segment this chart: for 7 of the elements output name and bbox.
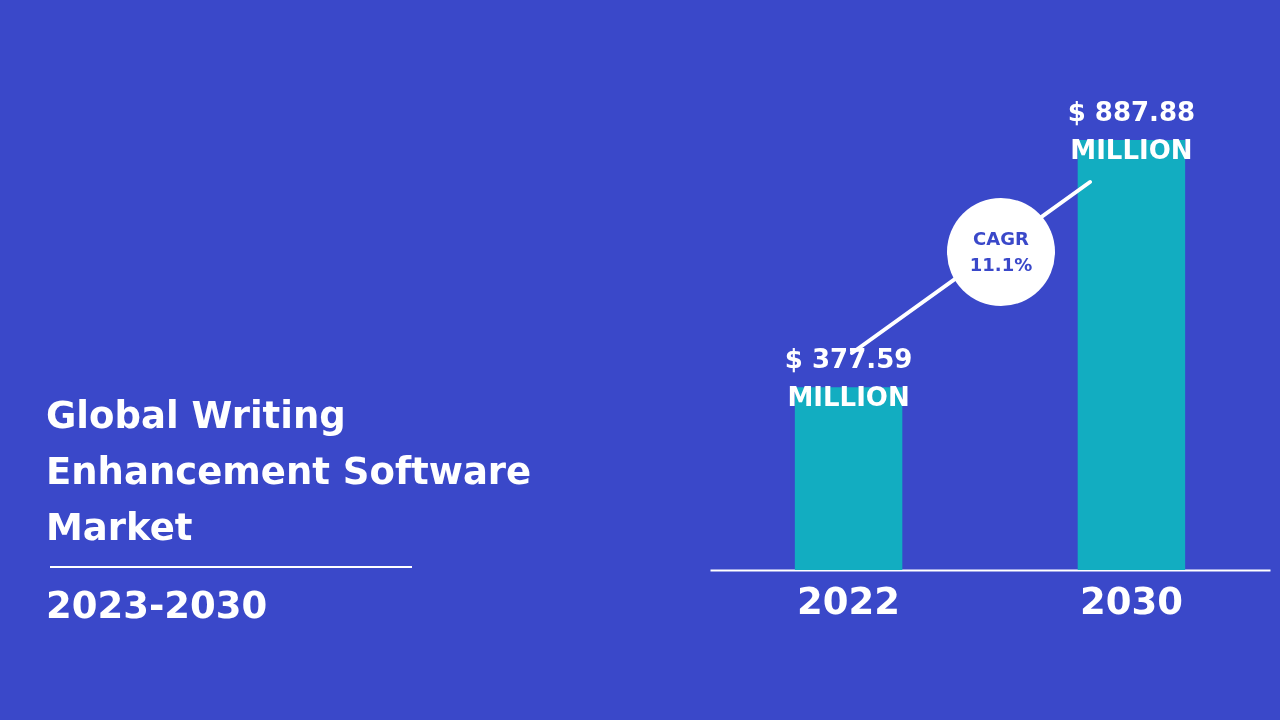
x-tick-label: 2022 [797, 579, 901, 623]
circle-badge: CAGR 11.1% [947, 198, 1055, 306]
data-label: $ 887.88 MILLION [1067, 97, 1196, 165]
x-tick-label: 2030 [1079, 579, 1183, 623]
text: 2023-2030 [46, 584, 268, 627]
data-label: $ 377.59 MILLION [784, 344, 913, 413]
text: Global Writing Enhancement Software Market [46, 393, 533, 551]
